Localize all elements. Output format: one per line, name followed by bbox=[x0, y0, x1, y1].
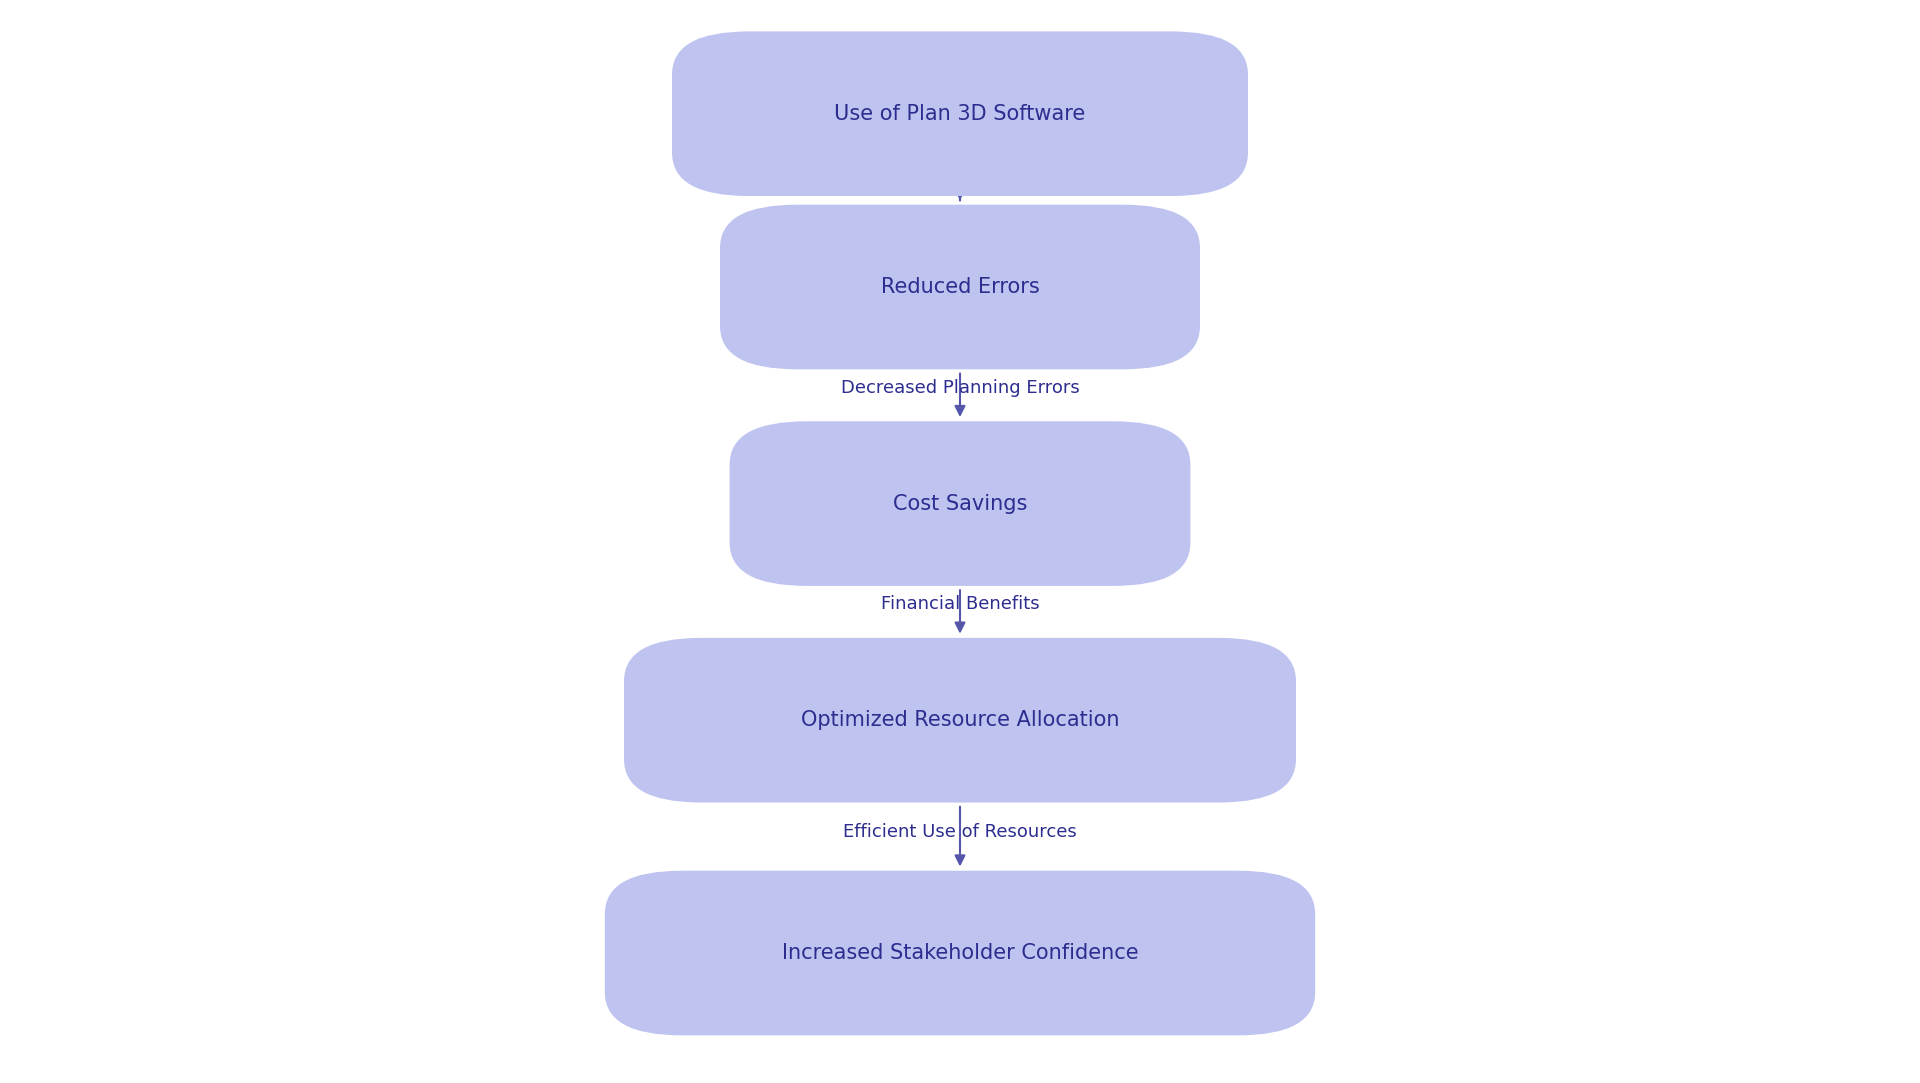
Text: Increased Stakeholder Confidence: Increased Stakeholder Confidence bbox=[781, 943, 1139, 963]
FancyBboxPatch shape bbox=[730, 421, 1190, 586]
Text: Use of Plan 3D Software: Use of Plan 3D Software bbox=[835, 104, 1085, 123]
FancyBboxPatch shape bbox=[672, 31, 1248, 196]
Text: Cost Savings: Cost Savings bbox=[893, 494, 1027, 513]
Text: Financial Benefits: Financial Benefits bbox=[881, 596, 1039, 613]
FancyBboxPatch shape bbox=[605, 871, 1315, 1035]
Text: Efficient Use of Resources: Efficient Use of Resources bbox=[843, 823, 1077, 840]
Text: Optimized Resource Allocation: Optimized Resource Allocation bbox=[801, 710, 1119, 730]
Text: Decreased Planning Errors: Decreased Planning Errors bbox=[841, 379, 1079, 396]
FancyBboxPatch shape bbox=[624, 638, 1296, 803]
FancyBboxPatch shape bbox=[720, 205, 1200, 369]
Text: Reduced Errors: Reduced Errors bbox=[881, 277, 1039, 297]
